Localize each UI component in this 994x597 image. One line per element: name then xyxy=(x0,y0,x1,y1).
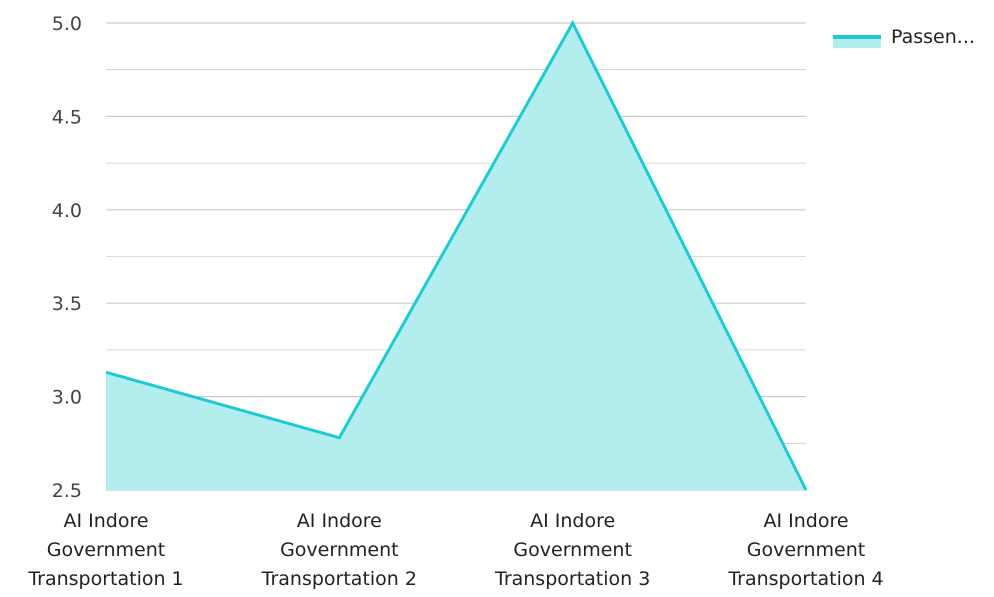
legend[interactable]: Passen... xyxy=(833,26,975,48)
legend-label: Passen... xyxy=(891,26,975,48)
x-category-label-line: Transportation 4 xyxy=(727,568,883,590)
y-tick-label: 4.5 xyxy=(52,106,82,128)
series-area xyxy=(105,19,808,491)
y-tick-label: 4.0 xyxy=(52,200,82,222)
y-axis-ticks: 2.5 3.0 3.5 4.0 4.5 5.0 xyxy=(52,13,82,502)
x-category-label-line: Transportation 2 xyxy=(261,568,417,590)
x-category-label-line: AI Indore xyxy=(763,510,848,532)
x-category-label-line: Government xyxy=(280,539,399,561)
x-category-label-line: Government xyxy=(513,539,632,561)
x-category-label: AI Indore Government Transportation 1 xyxy=(27,510,183,590)
y-tick-label: 3.5 xyxy=(52,293,82,315)
x-category-label: AI Indore Government Transportation 2 xyxy=(261,510,417,590)
y-tick-label: 3.0 xyxy=(52,387,82,409)
x-category-label: AI Indore Government Transportation 4 xyxy=(727,510,883,590)
x-category-label-line: AI Indore xyxy=(63,510,148,532)
x-category-label-line: Transportation 1 xyxy=(27,568,183,590)
x-category-label-line: Government xyxy=(47,539,166,561)
x-category-label-line: Government xyxy=(747,539,866,561)
x-category-label: AI Indore Government Transportation 3 xyxy=(494,510,650,590)
x-category-label-line: AI Indore xyxy=(530,510,615,532)
x-category-label-line: Transportation 3 xyxy=(494,568,650,590)
x-category-label-line: AI Indore xyxy=(297,510,382,532)
series-line xyxy=(105,19,808,491)
y-tick-label: 5.0 xyxy=(52,13,82,35)
x-axis-labels: AI Indore Government Transportation 1AI In… xyxy=(27,510,883,590)
y-tick-label: 2.5 xyxy=(52,480,82,502)
